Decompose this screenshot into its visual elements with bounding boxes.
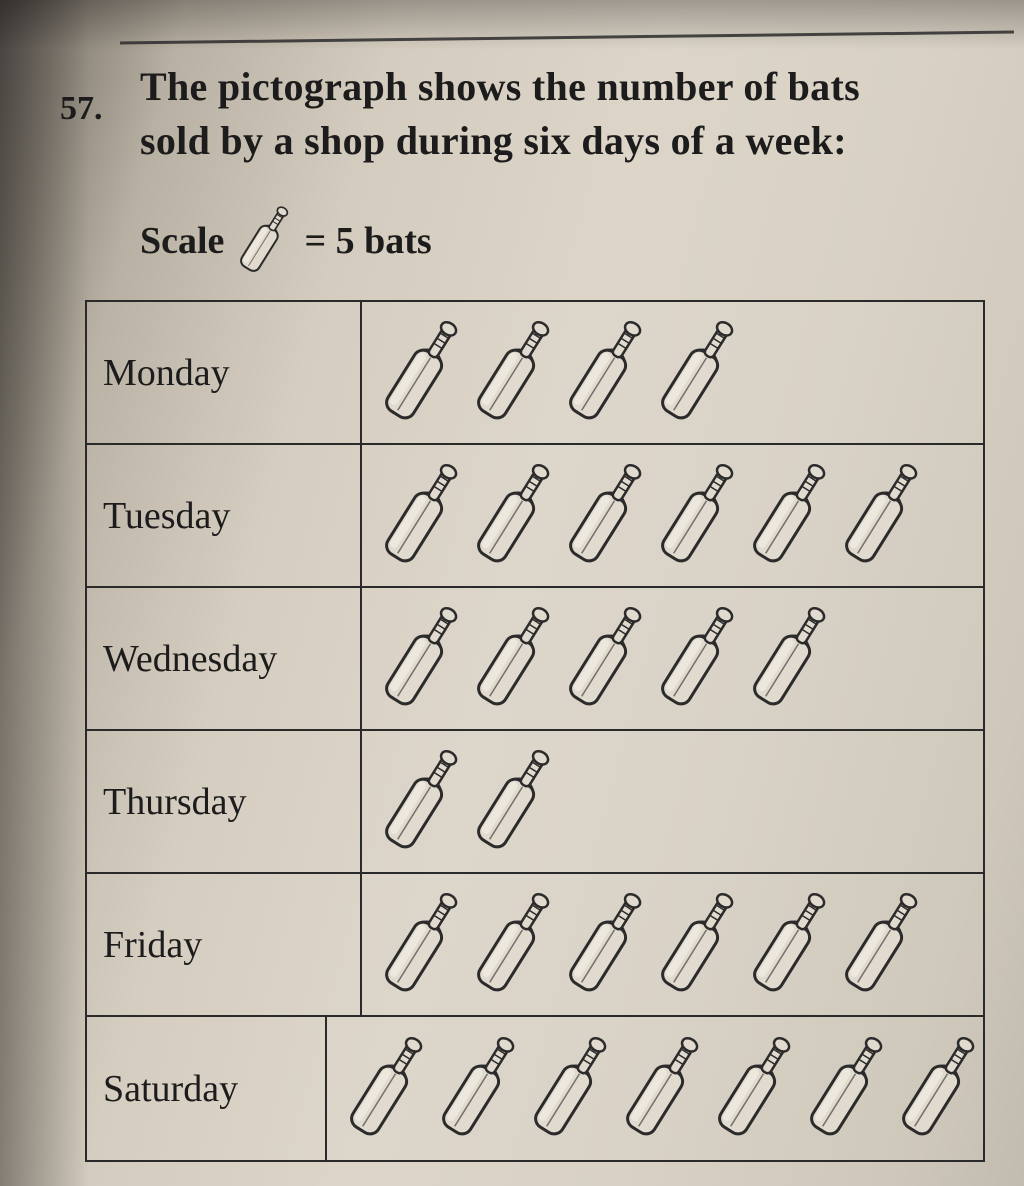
cricket-bat-icon [376, 599, 466, 719]
bats-cell [362, 874, 983, 1015]
table-row: Monday [87, 302, 983, 445]
question-number: 57. [60, 90, 103, 128]
cricket-bat-icon [560, 885, 650, 1005]
pictograph-table: Monday [85, 300, 985, 1162]
table-row: Wednesday [87, 588, 983, 731]
bats-cell [362, 588, 983, 729]
table-row: Saturday [87, 1017, 983, 1160]
cricket-bat-icon [709, 1029, 799, 1149]
question-text-line2: sold by a shop during six days of a week… [140, 118, 847, 163]
scale-value: = 5 bats [304, 219, 431, 263]
cricket-bat-icon [836, 456, 926, 576]
table-row: Thursday [87, 731, 983, 874]
cricket-bat-icon [376, 742, 466, 862]
cricket-bat-icon [652, 885, 742, 1005]
cricket-bat-icon [468, 599, 558, 719]
table-row: Friday [87, 874, 983, 1017]
cricket-bat-icon [617, 1029, 707, 1149]
scale-label: Scale [140, 219, 224, 263]
cricket-bat-icon [652, 313, 742, 433]
cricket-bat-icon [893, 1029, 983, 1149]
cricket-bat-icon [744, 456, 834, 576]
bats-cell [362, 731, 983, 872]
cricket-bat-icon [744, 599, 834, 719]
cricket-bat-icon [376, 313, 466, 433]
cricket-bat-icon [801, 1029, 891, 1149]
bats-cell [327, 1017, 983, 1160]
day-cell: Wednesday [87, 588, 362, 729]
table-row: Tuesday [87, 445, 983, 588]
cricket-bat-icon [468, 742, 558, 862]
cricket-bat-icon [234, 196, 294, 286]
cricket-bat-icon [341, 1029, 431, 1149]
question-text: The pictograph shows the number of bats … [140, 60, 1004, 168]
day-cell: Tuesday [87, 445, 362, 586]
cricket-bat-icon [525, 1029, 615, 1149]
cricket-bat-icon [468, 313, 558, 433]
cricket-bat-icon [376, 456, 466, 576]
day-cell: Thursday [87, 731, 362, 872]
question-block: 57. The pictograph shows the number of b… [60, 60, 1004, 286]
cricket-bat-icon [652, 599, 742, 719]
cricket-bat-icon [836, 885, 926, 1005]
scale-row: Scale = 5 bats [140, 196, 1004, 286]
day-cell: Monday [87, 302, 362, 443]
day-cell: Saturday [87, 1017, 327, 1160]
question-text-line1: The pictograph shows the number of bats [140, 64, 860, 109]
cricket-bat-icon [468, 456, 558, 576]
day-cell: Friday [87, 874, 362, 1015]
cricket-bat-icon [560, 313, 650, 433]
cricket-bat-icon [652, 456, 742, 576]
cricket-bat-icon [560, 456, 650, 576]
cricket-bat-icon [433, 1029, 523, 1149]
cricket-bat-icon [744, 885, 834, 1005]
bats-cell [362, 445, 983, 586]
cricket-bat-icon [560, 599, 650, 719]
bats-cell [362, 302, 983, 443]
cricket-bat-icon [376, 885, 466, 1005]
cricket-bat-icon [468, 885, 558, 1005]
